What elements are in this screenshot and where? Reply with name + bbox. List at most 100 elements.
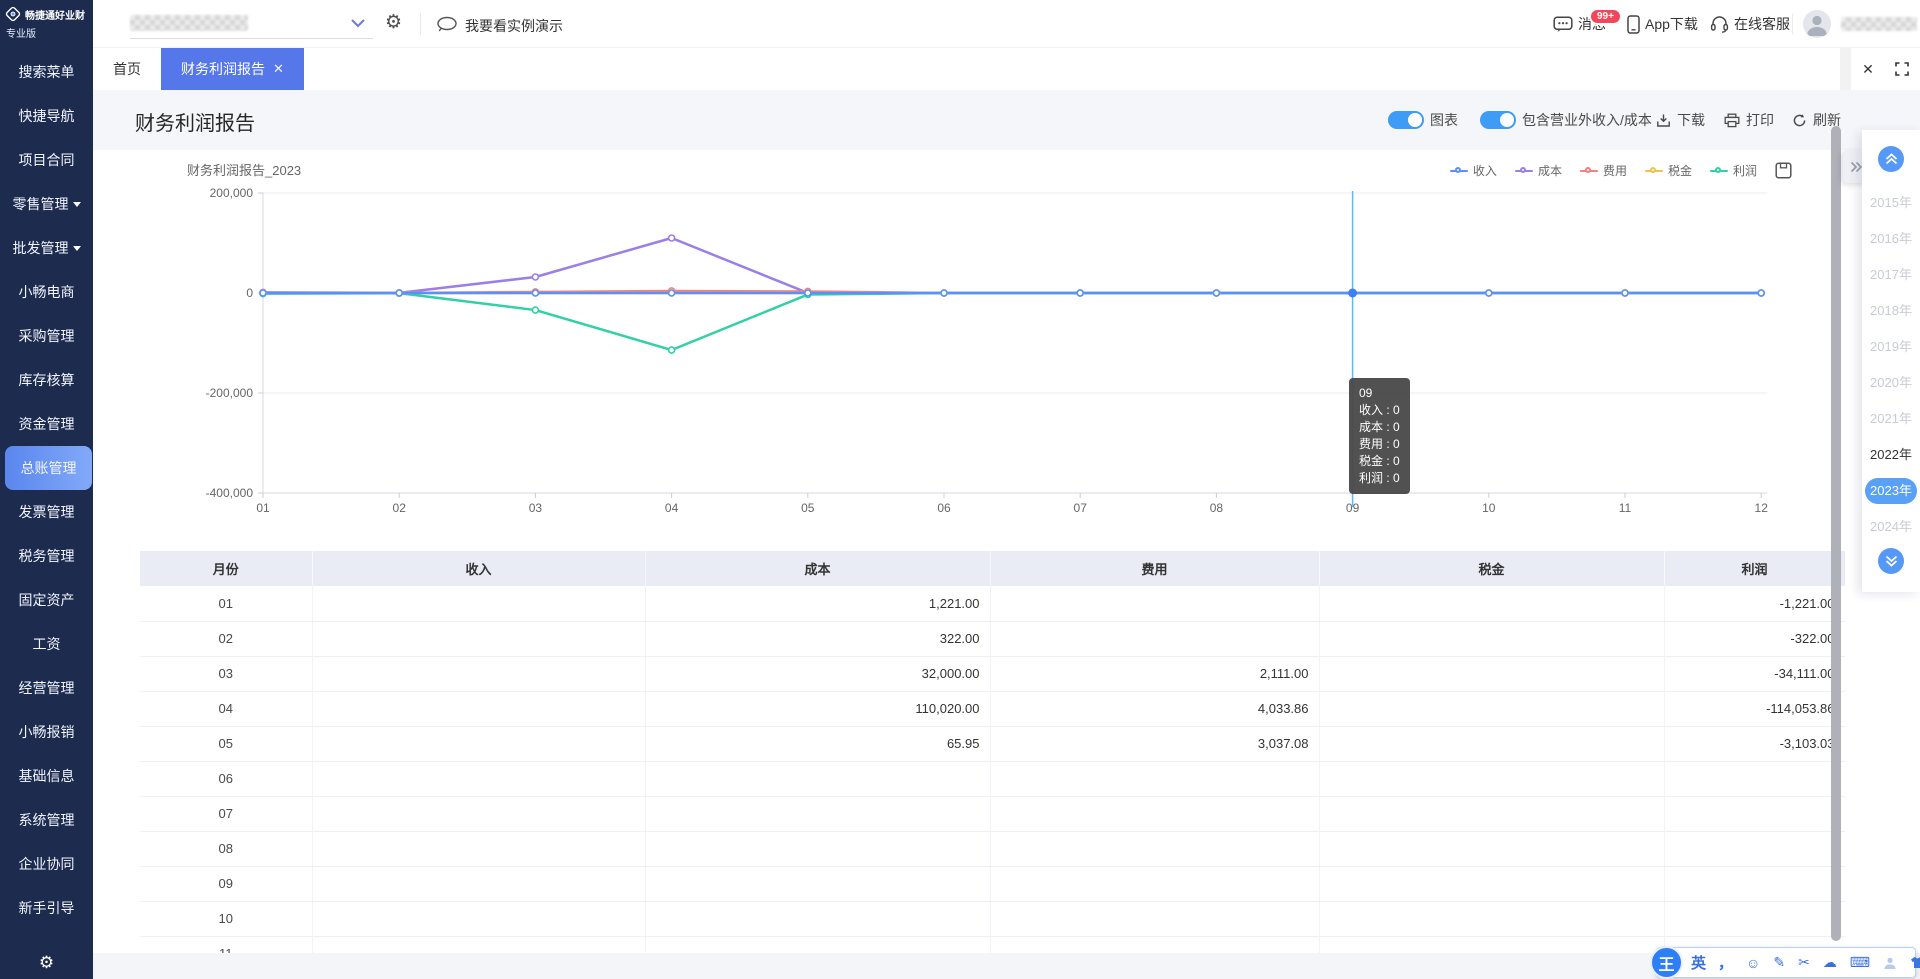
username-blurred[interactable]	[1841, 17, 1917, 31]
year-item[interactable]: 2021年	[1870, 411, 1912, 426]
ime-punctuation-icon[interactable]: ，	[1718, 955, 1734, 972]
ime-user-icon[interactable]	[1883, 956, 1897, 970]
table-row[interactable]: 01 1,221.00 -1,221.00	[140, 586, 1845, 622]
year-item[interactable]: 2017年	[1870, 267, 1912, 282]
legend-item[interactable]: 成本	[1514, 162, 1562, 179]
tab-profit-report[interactable]: 财务利润报告 ✕	[161, 48, 304, 90]
year-item[interactable]: 2023年	[1865, 478, 1917, 504]
sidebar-item-8[interactable]: 库存核算	[0, 358, 93, 402]
legend-item[interactable]: 利润	[1709, 162, 1757, 179]
demo-link[interactable]: 我要看实例演示	[465, 18, 563, 34]
svg-text:06: 06	[937, 501, 951, 515]
year-item[interactable]: 2015年	[1870, 195, 1912, 210]
svg-text:01: 01	[256, 501, 270, 515]
include-nonoperating-toggle[interactable]: 包含营业外收入/成本	[1480, 90, 1652, 150]
sidebar-item-6[interactable]: 小畅电商	[0, 270, 93, 314]
include-nonoperating-switch[interactable]	[1480, 111, 1516, 129]
table-cell	[312, 761, 646, 797]
sidebar-item-17[interactable]: 基础信息	[0, 754, 93, 798]
sidebar-item-18[interactable]: 系统管理	[0, 798, 93, 842]
sidebar-item-label: 发票管理	[18, 504, 75, 520]
table-row[interactable]: 10	[140, 901, 1845, 937]
year-item[interactable]: 2019年	[1870, 339, 1912, 354]
support-button[interactable]: 在线客服	[1710, 0, 1790, 48]
table-cell	[312, 901, 646, 937]
table-row[interactable]: 05 65.95 3,037.08 -3,103.03	[140, 726, 1845, 762]
sidebar-item-14[interactable]: 工资	[0, 622, 93, 666]
chart-toggle-switch[interactable]	[1388, 111, 1424, 129]
demo-bubble-icon[interactable]	[436, 16, 458, 32]
sidebar-item-label: 税务管理	[18, 548, 75, 564]
year-scroll-up-button[interactable]	[1878, 146, 1904, 172]
tabbar-fullscreen-icon[interactable]	[1885, 48, 1919, 90]
ime-logo[interactable]: 王	[1650, 946, 1683, 979]
company-selector[interactable]	[130, 15, 248, 31]
table-row[interactable]: 07	[140, 796, 1845, 832]
sidebar-item-15[interactable]: 经营管理	[0, 666, 93, 710]
refresh-button[interactable]: 刷新	[1792, 90, 1841, 150]
ime-pen-icon[interactable]: ✎	[1773, 954, 1786, 970]
svg-text:-200,000: -200,000	[206, 386, 254, 400]
save-image-icon[interactable]	[1775, 162, 1792, 179]
download-icon	[1657, 114, 1670, 127]
table-header-cell: 利润	[1664, 551, 1845, 586]
sidebar-item-5[interactable]: 批发管理	[0, 226, 93, 270]
sidebar-item-20[interactable]: 新手引导	[0, 886, 93, 930]
print-button[interactable]: 打印	[1724, 90, 1774, 150]
ime-keyboard-icon[interactable]: ⌨	[1849, 954, 1871, 970]
tabbar-close-all-icon[interactable]: ✕	[1851, 48, 1885, 90]
sidebar-item-11[interactable]: 发票管理	[0, 490, 93, 534]
year-item[interactable]: 2016年	[1870, 231, 1912, 246]
year-item[interactable]: 2022年	[1870, 447, 1912, 462]
year-item[interactable]: 2020年	[1870, 375, 1912, 390]
table-cell	[1319, 726, 1665, 762]
sidebar-item-1[interactable]: 搜索菜单	[0, 50, 93, 94]
sidebar-item-4[interactable]: 零售管理	[0, 182, 93, 226]
table-row[interactable]: 02 322.00 -322.00	[140, 621, 1845, 657]
chart-toggle[interactable]: 图表	[1388, 90, 1458, 150]
ime-shirt-icon[interactable]	[1910, 956, 1920, 969]
ime-scissors-icon[interactable]: ✂	[1798, 954, 1810, 970]
ime-language-mode[interactable]: 英	[1691, 955, 1707, 972]
table-row[interactable]: 09	[140, 866, 1845, 902]
download-button[interactable]: 下载	[1656, 90, 1705, 150]
year-scroll-down-button[interactable]	[1878, 548, 1904, 574]
sidebar-item-12[interactable]: 税务管理	[0, 534, 93, 578]
table-row[interactable]: 08	[140, 831, 1845, 867]
table-row[interactable]: 03 32,000.00 2,111.00 -34,111.00	[140, 656, 1845, 692]
app-download-button[interactable]: App下载	[1627, 0, 1698, 48]
legend-item[interactable]: 收入	[1449, 162, 1497, 179]
year-item[interactable]: 2018年	[1870, 303, 1912, 318]
svg-text:04: 04	[665, 501, 679, 515]
sidebar-item-2[interactable]: 快捷导航	[0, 94, 93, 138]
ime-cloud-icon[interactable]: ☁	[1822, 954, 1837, 970]
avatar[interactable]	[1803, 10, 1831, 38]
table-row[interactable]: 11	[140, 936, 1845, 953]
company-selector-chevron-down-icon[interactable]	[351, 19, 365, 28]
sidebar-item-19[interactable]: 企业协同	[0, 842, 93, 886]
sidebar-settings-gear-icon[interactable]: ⚙	[38, 953, 55, 972]
sidebar-item-9[interactable]: 资金管理	[0, 402, 93, 446]
tab-home[interactable]: 首页	[93, 48, 161, 90]
year-item[interactable]: 2024年	[1870, 519, 1912, 534]
sidebar-item-10[interactable]: 总账管理	[5, 446, 92, 490]
topbar-gear-icon[interactable]: ⚙	[385, 12, 403, 33]
table-row[interactable]: 06	[140, 761, 1845, 797]
tab-close-icon[interactable]: ✕	[273, 61, 284, 76]
table-cell	[312, 656, 646, 692]
legend-item[interactable]: 费用	[1579, 162, 1627, 179]
download-label: 下载	[1677, 112, 1705, 128]
sidebar-item-13[interactable]: 固定资产	[0, 578, 93, 622]
sidebar-item-label: 固定资产	[18, 592, 75, 608]
sidebar-item-3[interactable]: 项目合同	[0, 138, 93, 182]
sidebar-item-7[interactable]: 采购管理	[0, 314, 93, 358]
sidebar-item-16[interactable]: 小畅报销	[0, 710, 93, 754]
table-cell	[312, 621, 646, 657]
headset-icon	[1710, 16, 1729, 33]
legend-item[interactable]: 税金	[1644, 162, 1692, 179]
sidebar-item-label: 搜索菜单	[18, 64, 75, 80]
table-row[interactable]: 04 110,020.00 4,033.86 -114,053.86	[140, 691, 1845, 727]
vertical-scrollbar-thumb[interactable]	[1831, 126, 1841, 941]
ime-smiley-icon[interactable]: ☺	[1746, 954, 1761, 971]
